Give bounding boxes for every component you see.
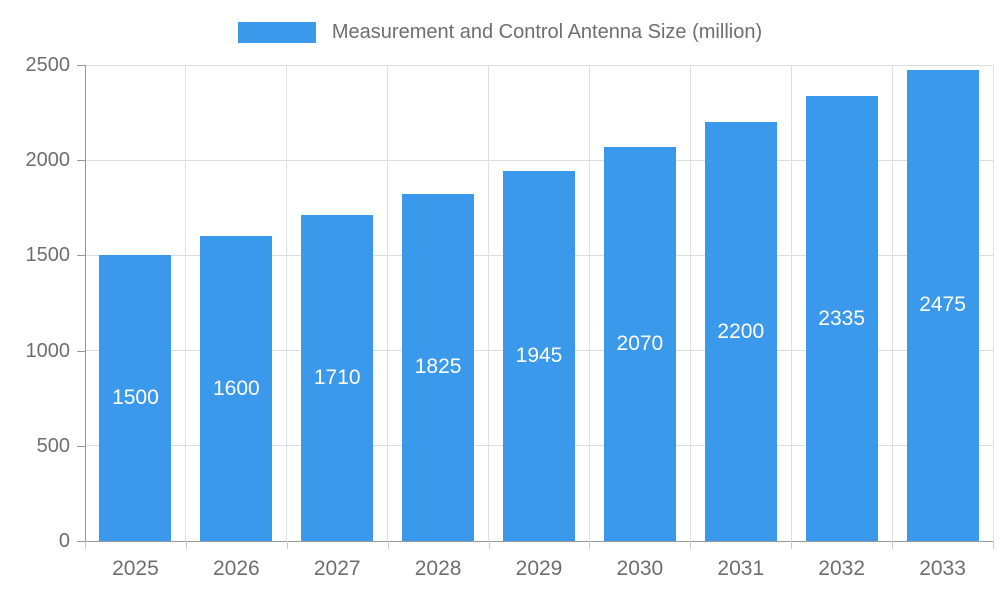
gridline-vertical bbox=[387, 65, 389, 541]
bar-value-label: 2200 bbox=[717, 319, 765, 343]
x-axis-tick bbox=[85, 541, 86, 549]
x-axis-label: 2033 bbox=[919, 557, 966, 580]
y-axis-tick bbox=[77, 350, 85, 352]
legend-swatch bbox=[237, 21, 316, 43]
bar-value-label: 2070 bbox=[616, 331, 664, 355]
x-axis-tick bbox=[892, 541, 894, 549]
y-axis-tick bbox=[77, 65, 85, 66]
chart-legend: Measurement and Control Antenna Size (mi… bbox=[0, 18, 1000, 46]
x-axis-tick bbox=[589, 541, 591, 549]
x-axis-label: 2031 bbox=[717, 557, 765, 580]
gridline-vertical bbox=[185, 65, 187, 541]
y-axis-tick bbox=[77, 445, 85, 447]
x-axis-tick bbox=[387, 541, 389, 549]
bar-2028: 1825 bbox=[402, 193, 475, 541]
bar-2026: 1600 bbox=[200, 236, 273, 541]
x-axis-label: 2027 bbox=[313, 557, 361, 580]
bar-2029: 1945 bbox=[503, 170, 575, 541]
bar-2025: 1500 bbox=[99, 255, 172, 541]
bar-value-label: 1825 bbox=[414, 355, 462, 379]
x-axis-tick bbox=[185, 541, 187, 549]
bar-2030: 2070 bbox=[603, 146, 676, 541]
x-axis-label: 2026 bbox=[212, 557, 260, 580]
y-axis-label: 500 bbox=[36, 434, 70, 457]
bar-value-label: 1500 bbox=[112, 386, 159, 410]
y-axis-line bbox=[85, 65, 86, 549]
gridline-vertical bbox=[790, 65, 792, 541]
x-axis-tick bbox=[690, 541, 692, 549]
x-axis-label: 2029 bbox=[515, 557, 563, 580]
bar-2032: 2335 bbox=[805, 96, 878, 541]
x-axis-label: 2030 bbox=[616, 557, 664, 580]
gridline-horizontal bbox=[85, 159, 993, 161]
bar-value-label: 1710 bbox=[313, 366, 361, 390]
y-axis-tick bbox=[77, 255, 85, 257]
plot-area: 1500 1600 1710 1825 1945 2070 2200 2335 2475 bbox=[85, 64, 994, 541]
y-axis-label: 1000 bbox=[25, 339, 71, 362]
gridline-vertical bbox=[286, 65, 288, 541]
gridline-vertical bbox=[588, 65, 590, 541]
gridline-horizontal bbox=[85, 64, 993, 66]
y-axis-label: 1500 bbox=[25, 244, 71, 267]
bar-value-label: 1600 bbox=[212, 376, 260, 400]
legend-label: Measurement and Control Antenna Size (mi… bbox=[331, 20, 763, 43]
bar-value-label: 2475 bbox=[919, 293, 966, 317]
y-axis-label: 0 bbox=[58, 530, 70, 552]
bar-value-label: 2335 bbox=[818, 306, 866, 330]
bar-2031: 2200 bbox=[704, 122, 777, 541]
x-axis-tick bbox=[488, 541, 490, 549]
x-axis-tick bbox=[791, 541, 793, 549]
gridline-vertical bbox=[689, 65, 691, 541]
x-axis-tick bbox=[993, 541, 994, 549]
y-axis-label: 2500 bbox=[25, 54, 71, 76]
gridline-vertical bbox=[992, 65, 994, 541]
bar-2033: 2475 bbox=[906, 69, 979, 541]
x-axis-label: 2025 bbox=[112, 557, 159, 580]
y-axis-label: 2000 bbox=[25, 149, 71, 172]
gridline-vertical bbox=[891, 65, 893, 541]
x-axis-label: 2032 bbox=[818, 557, 866, 580]
x-axis-label: 2028 bbox=[414, 557, 462, 580]
y-axis-tick bbox=[77, 160, 85, 162]
x-axis-tick bbox=[286, 541, 288, 549]
bar-value-label: 1945 bbox=[515, 343, 563, 367]
x-axis-line bbox=[77, 541, 993, 542]
y-axis-tick bbox=[77, 541, 85, 542]
gridline-vertical bbox=[488, 65, 490, 541]
bar-2027: 1710 bbox=[301, 215, 374, 541]
